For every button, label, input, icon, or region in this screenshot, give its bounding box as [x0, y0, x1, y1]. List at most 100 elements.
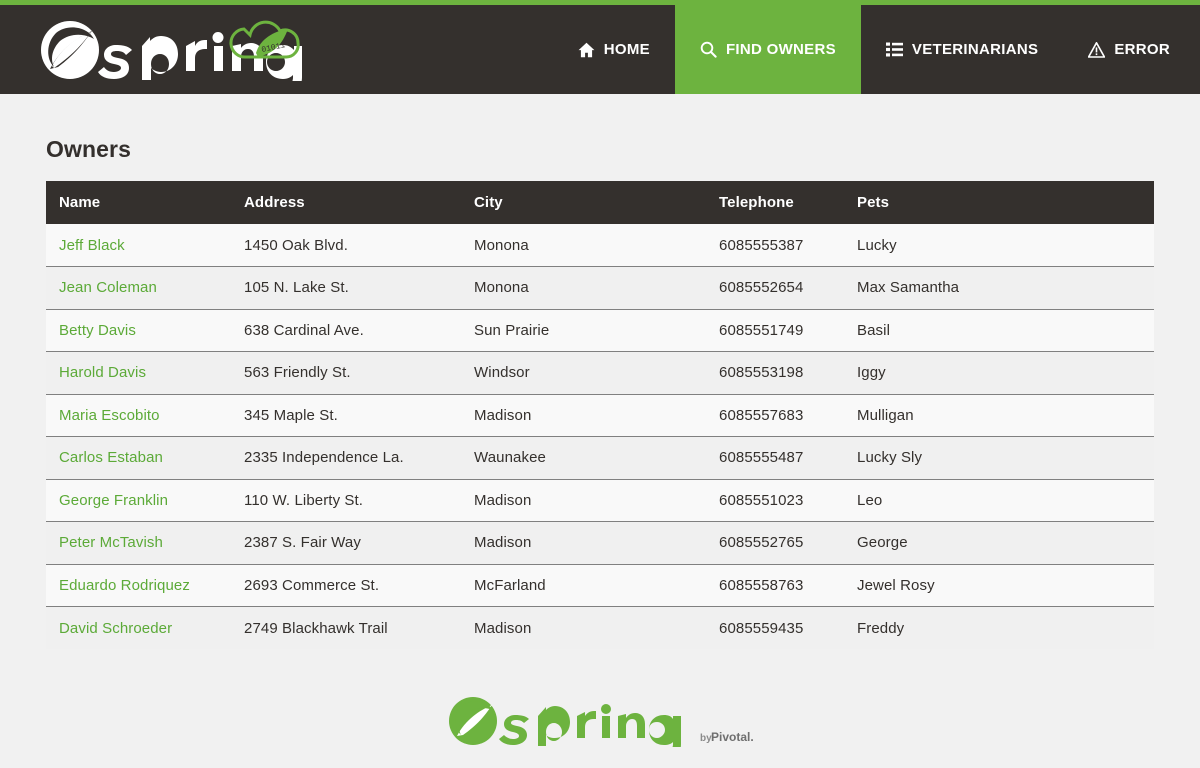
- cell-city: Windsor: [461, 351, 706, 394]
- cell-name: Betty Davis: [46, 308, 231, 352]
- list-icon: [885, 41, 903, 58]
- owner-name-link[interactable]: Harold Davis: [59, 364, 147, 382]
- cell-city: Madison: [461, 393, 706, 437]
- cell-telephone: 6085555487: [706, 436, 844, 479]
- owner-name-link[interactable]: Maria Escobito: [59, 406, 160, 424]
- owner-name-link[interactable]: Carlos Estaban: [59, 449, 163, 467]
- cell-telephone: 6085552765: [706, 521, 844, 564]
- home-icon: [578, 41, 595, 58]
- cell-name: George Franklin: [46, 478, 231, 522]
- nav-item-error[interactable]: ERROR: [1063, 5, 1200, 94]
- cell-name: Maria Escobito: [46, 393, 231, 437]
- cell-address: 2387 S. Fair Way: [231, 521, 461, 564]
- owners-table-header-row: Name Address City Telephone Pets: [46, 181, 1154, 224]
- cell-telephone: 6085555387: [706, 224, 844, 267]
- nav-item-find-owners[interactable]: FIND OWNERS: [674, 5, 861, 94]
- navbar: 01011 HOME FIND OWNERS: [0, 5, 1200, 94]
- cell-telephone: 6085558763: [706, 563, 844, 607]
- cell-address: 638 Cardinal Ave.: [231, 308, 461, 352]
- table-row: George Franklin 110 W. Liberty St. Madison…: [46, 478, 1154, 522]
- cell-pets: Lucky Sly: [844, 436, 1154, 479]
- cell-pets: Jewel Rosy: [844, 563, 1154, 607]
- owners-table-head: Name Address City Telephone Pets: [46, 181, 1154, 224]
- footer-spring-logo: by Pivotal.: [447, 695, 754, 747]
- cell-city: Monona: [461, 224, 706, 267]
- table-row: Harold Davis 563 Friendly St. Windsor 60855…: [46, 351, 1154, 394]
- table-row: Jeff Black 1450 Oak Blvd. Monona 6085555387…: [46, 224, 1154, 267]
- navbar-spacer: [316, 5, 553, 94]
- page-title: Owners: [46, 136, 131, 162]
- cell-address: 110 W. Liberty St.: [231, 478, 461, 522]
- cell-city: Madison: [461, 478, 706, 522]
- cell-address: 563 Friendly St.: [231, 351, 461, 394]
- cell-address: 105 N. Lake St.: [231, 266, 461, 309]
- table-row: Jean Coleman 105 N. Lake St. Monona 6085552…: [46, 266, 1154, 309]
- nav-item-home[interactable]: HOME: [553, 5, 675, 94]
- spring-leaf-logo: 01011: [41, 20, 302, 81]
- cell-pets: Leo: [844, 478, 1154, 522]
- footer: by Pivotal.: [0, 674, 1200, 768]
- cell-name: Eduardo Rodriquez: [46, 563, 231, 607]
- nav-items: HOME FIND OWNERS: [553, 5, 1200, 94]
- top-accent-strip: [0, 0, 1200, 5]
- table-row: Betty Davis 638 Cardinal Ave. Sun Prairie 6…: [46, 308, 1154, 352]
- warning-icon: [1088, 41, 1106, 58]
- cell-city: Monona: [461, 266, 706, 309]
- cell-city: Madison: [461, 606, 706, 649]
- svg-text:by: by: [700, 733, 712, 744]
- table-row: Carlos Estaban 2335 Independence La. Wauna…: [46, 436, 1154, 479]
- owner-name-link[interactable]: David Schroeder: [59, 619, 173, 637]
- main-content: Owners Name Address City Telephone Pets …: [0, 94, 1200, 674]
- cell-telephone: 6085553198: [706, 351, 844, 394]
- owner-name-link[interactable]: George Franklin: [59, 491, 169, 509]
- cell-city: Sun Prairie: [461, 308, 706, 352]
- column-header-pets: Pets: [844, 181, 1154, 224]
- nav-item-error-label: ERROR: [1114, 41, 1170, 58]
- cell-name: Jeff Black: [46, 224, 231, 267]
- cell-address: 2749 Blackhawk Trail: [231, 606, 461, 649]
- by-pivotal-wordmark: by Pivotal.: [700, 730, 754, 744]
- cell-name: Jean Coleman: [46, 266, 231, 309]
- owner-name-link[interactable]: Jean Coleman: [59, 279, 157, 297]
- spring-leaf-logo: [448, 697, 681, 747]
- column-header-telephone: Telephone: [706, 181, 844, 224]
- cell-telephone: 6085551749: [706, 308, 844, 352]
- cell-name: David Schroeder: [46, 606, 231, 649]
- owner-name-link[interactable]: Betty Davis: [59, 321, 136, 339]
- cell-name: Peter McTavish: [46, 521, 231, 564]
- nav-item-veterinarians-label: VETERINARIANS: [911, 41, 1039, 58]
- nav-item-home-label: HOME: [603, 41, 650, 58]
- cell-address: 1450 Oak Blvd.: [231, 224, 461, 267]
- table-row: Eduardo Rodriquez 2693 Commerce St. McFarl…: [46, 563, 1154, 607]
- cell-city: Madison: [461, 521, 706, 564]
- cell-telephone: 6085552654: [706, 266, 844, 309]
- cell-address: 2693 Commerce St.: [231, 563, 461, 607]
- cell-city: Waunakee: [461, 436, 706, 479]
- owner-name-link[interactable]: Peter McTavish: [59, 534, 163, 552]
- cell-pets: George: [844, 521, 1154, 564]
- column-header-name: Name: [46, 181, 231, 224]
- cell-pets: Mulligan: [844, 393, 1154, 437]
- column-header-address: Address: [231, 181, 461, 224]
- cell-telephone: 6085559435: [706, 606, 844, 649]
- cell-telephone: 6085557683: [706, 393, 844, 437]
- cell-pets: Freddy: [844, 606, 1154, 649]
- nav-item-veterinarians[interactable]: VETERINARIANS: [861, 5, 1063, 94]
- column-header-city: City: [461, 181, 706, 224]
- owner-name-link[interactable]: Jeff Black: [59, 236, 125, 254]
- owners-table: Name Address City Telephone Pets Jeff Bl…: [46, 181, 1154, 649]
- table-row: Maria Escobito 345 Maple St. Madison 608555…: [46, 393, 1154, 437]
- cell-address: 345 Maple St.: [231, 393, 461, 437]
- cell-address: 2335 Independence La.: [231, 436, 461, 479]
- cell-pets: Lucky: [844, 224, 1154, 267]
- search-icon: [700, 41, 717, 58]
- cell-telephone: 6085551023: [706, 478, 844, 522]
- cell-pets: Iggy: [844, 351, 1154, 394]
- svg-text:Pivotal.: Pivotal.: [711, 730, 754, 744]
- brand-logo-link[interactable]: 01011: [0, 5, 316, 94]
- cell-pets: Basil: [844, 308, 1154, 352]
- owners-table-body: Jeff Black 1450 Oak Blvd. Monona 6085555387…: [46, 224, 1154, 649]
- nav-item-find-owners-label: FIND OWNERS: [725, 41, 836, 58]
- owner-name-link[interactable]: Eduardo Rodriquez: [59, 576, 190, 594]
- cell-city: McFarland: [461, 563, 706, 607]
